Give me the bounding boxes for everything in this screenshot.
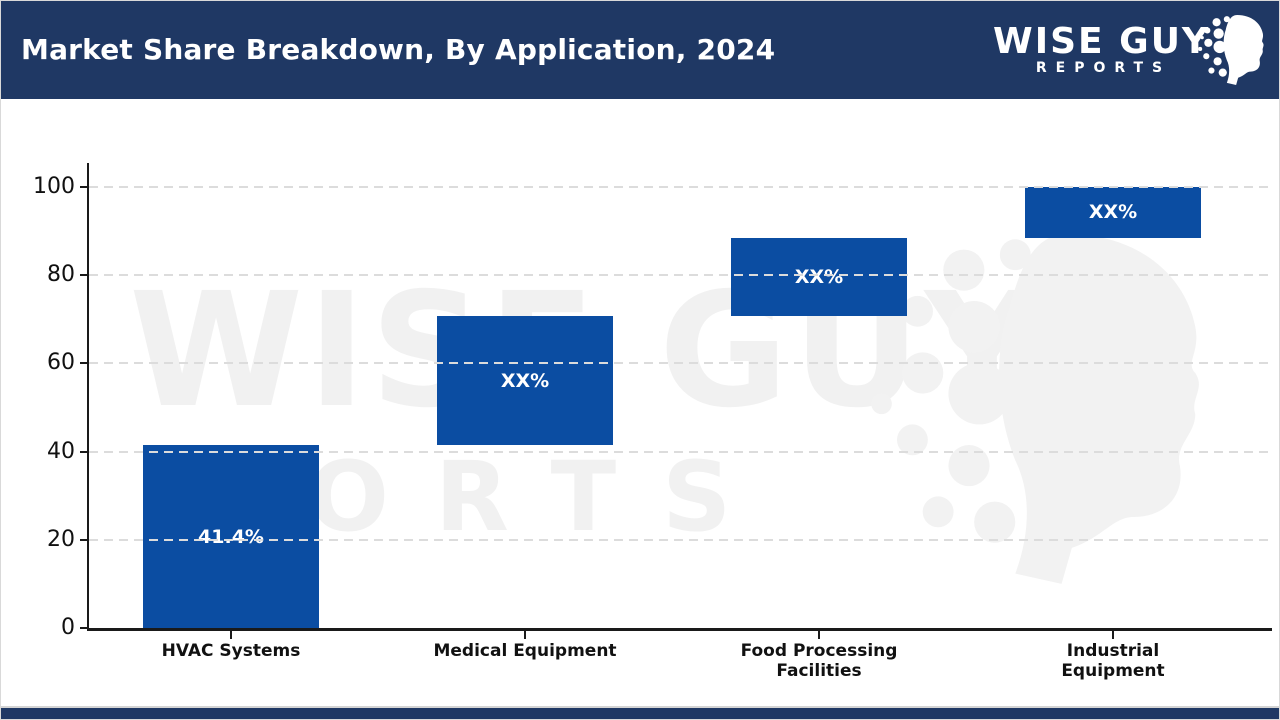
x-category-label-food-processing-facilities: Food Processing Facilities: [740, 641, 898, 682]
y-tick-label-0: 0: [61, 615, 75, 640]
y-tick-label-40: 40: [47, 438, 75, 464]
gridline-100: [89, 186, 1271, 188]
y-tick-label-60: 60: [47, 350, 75, 376]
head-silhouette-icon: [1198, 14, 1264, 85]
bar-hvac-systems: 41.4%: [143, 445, 319, 628]
bar-value-label-industrial-equipment: XX%: [1088, 201, 1138, 224]
logo-subtext: REPORTS: [1035, 59, 1172, 76]
bar-value-label-hvac-systems: 41.4%: [198, 525, 264, 548]
wise-guy-logo: WISE GUY REPORTS: [993, 13, 1268, 87]
y-tick-mark-60: [80, 362, 88, 365]
x-category-label-hvac-systems: HVAC Systems: [161, 641, 301, 661]
gridline-20: [89, 538, 1271, 541]
footer-bar: [1, 708, 1279, 719]
y-tick-label-80: 80: [47, 262, 75, 288]
y-tick-mark-40: [80, 450, 88, 453]
logo-wordmark: WISE GUY: [992, 20, 1210, 62]
x-category-label-industrial-equipment: Industrial Equipment: [1061, 641, 1165, 682]
y-tick-label-100: 100: [33, 174, 75, 199]
y-tick-mark-0: [80, 627, 88, 629]
gridline-40: [89, 450, 1271, 453]
chart-area: WISE GUY PORTS 0 20 40 60 80 100 41.4% XX% XX% XX…: [1, 99, 1279, 706]
bar-industrial-equipment: XX%: [1025, 187, 1201, 238]
page-title: Market Share Breakdown, By Application, …: [21, 33, 776, 66]
bar-medical-equipment: XX%: [437, 316, 613, 446]
y-tick-label-20: 20: [47, 526, 75, 552]
y-axis-line: [87, 163, 89, 631]
gridline-80: [89, 274, 1271, 277]
plot: 0 20 40 60 80 100 41.4% XX% XX% XX% HVAC Systems Me…: [1, 99, 1279, 706]
x-axis-line: [87, 628, 1272, 631]
x-tick-mark-medical-equipment: [524, 631, 526, 639]
x-tick-mark-hvac-systems: [230, 631, 232, 639]
header-bar: Market Share Breakdown, By Application, …: [1, 1, 1279, 99]
bar-food-processing-facilities: XX%: [731, 237, 907, 317]
bar-value-label-medical-equipment: XX%: [500, 369, 550, 392]
logo-text: WISE GUY REPORTS: [993, 23, 1210, 76]
watermark-head-icon: [871, 234, 1199, 584]
footer-divider: [1, 706, 1279, 708]
y-tick-mark-80: [80, 274, 88, 277]
y-tick-mark-20: [80, 538, 88, 541]
bar-value-label-food-processing-facilities: XX%: [794, 265, 844, 288]
x-tick-mark-food-processing-facilities: [818, 631, 820, 639]
y-tick-mark-100: [80, 186, 88, 188]
x-category-label-medical-equipment: Medical Equipment: [433, 641, 617, 661]
gridline-60: [89, 362, 1271, 365]
x-tick-mark-industrial-equipment: [1112, 631, 1114, 639]
